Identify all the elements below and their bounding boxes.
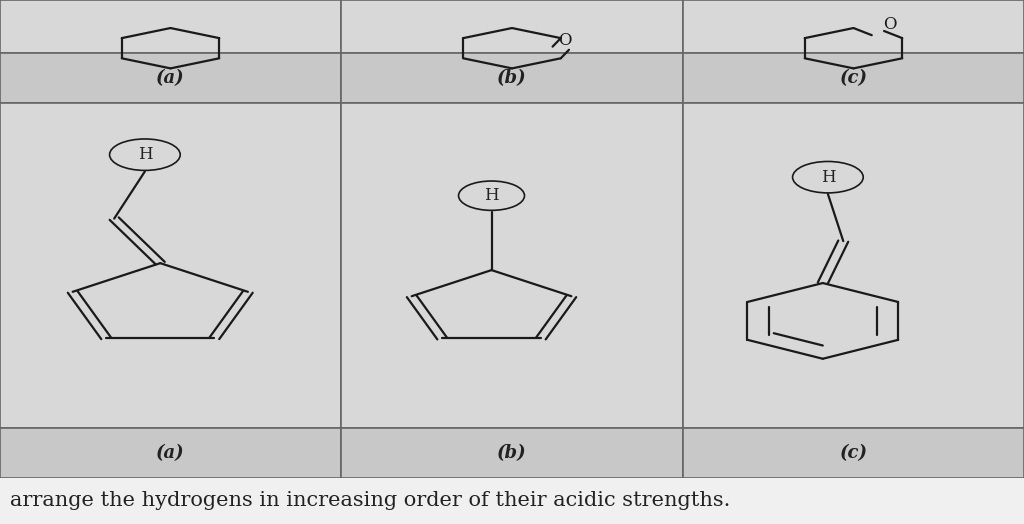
Text: H: H — [484, 187, 499, 204]
Bar — [0, 0, 341, 53]
Bar — [683, 53, 1024, 103]
Bar — [341, 53, 683, 103]
Bar — [341, 0, 683, 53]
Bar — [683, 103, 1024, 428]
Text: H: H — [137, 146, 153, 163]
Ellipse shape — [110, 139, 180, 170]
Text: (c): (c) — [840, 69, 867, 88]
Text: (c): (c) — [840, 444, 867, 462]
Bar — [683, 428, 1024, 478]
Ellipse shape — [793, 161, 863, 193]
Text: (a): (a) — [157, 69, 184, 88]
Ellipse shape — [459, 181, 524, 210]
Bar — [0, 103, 341, 428]
Text: O: O — [558, 32, 571, 49]
Bar — [0, 428, 341, 478]
Bar — [0, 478, 1024, 524]
Text: O: O — [884, 16, 897, 33]
Bar — [0, 53, 341, 103]
Bar — [683, 0, 1024, 53]
Text: H: H — [820, 169, 836, 185]
Text: arrange the hydrogens in increasing order of their acidic strengths.: arrange the hydrogens in increasing orde… — [10, 492, 730, 510]
Text: (b): (b) — [498, 444, 526, 462]
Text: (a): (a) — [157, 444, 184, 462]
Bar — [341, 103, 683, 428]
Bar — [341, 428, 683, 478]
Text: (b): (b) — [498, 69, 526, 88]
